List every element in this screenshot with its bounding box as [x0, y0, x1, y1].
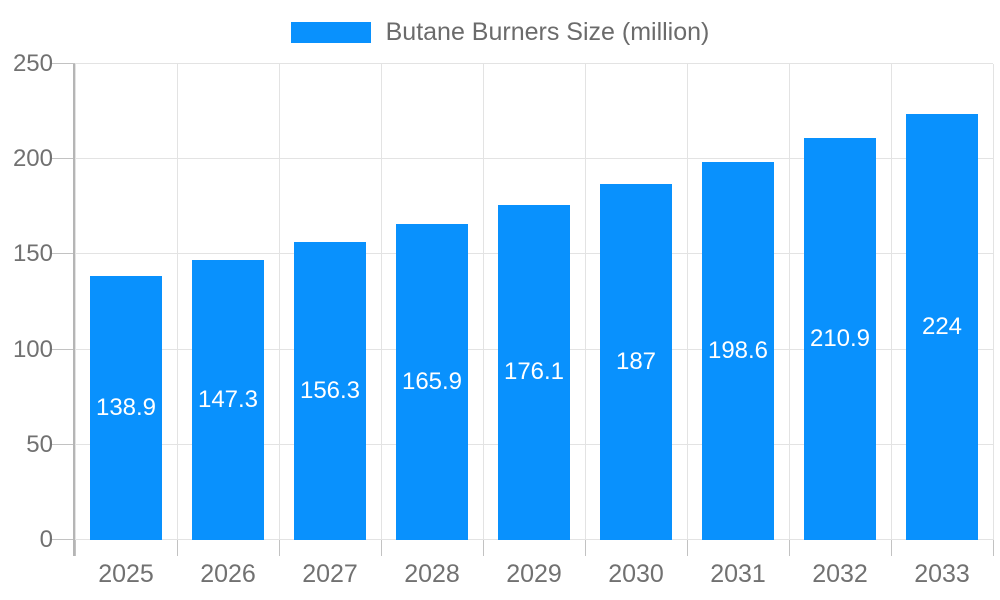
bar-value-label: 176.1	[503, 358, 565, 386]
x-gridline	[278, 64, 280, 540]
bar-2025[interactable]	[90, 275, 162, 540]
bar-2033[interactable]	[906, 113, 978, 540]
x-tick	[176, 540, 178, 556]
bar-value-label: 210.9	[809, 325, 871, 353]
y-gridline	[75, 63, 993, 64]
y-tick	[50, 443, 75, 445]
y-axis-line	[73, 64, 75, 556]
x-axis-label: 2033	[914, 560, 970, 588]
y-gridline	[75, 158, 993, 160]
y-tick	[50, 63, 75, 64]
bar-2031[interactable]	[702, 161, 774, 540]
bar-2028[interactable]	[396, 224, 468, 540]
y-axis-label: 50	[26, 430, 53, 458]
y-tick	[50, 348, 75, 350]
x-axis-label: 2031	[710, 560, 766, 588]
x-tick	[686, 540, 688, 556]
x-gridline	[380, 64, 382, 540]
x-tick	[74, 540, 76, 556]
y-axis-label: 250	[12, 50, 53, 77]
legend-swatch	[290, 22, 371, 43]
y-axis-label: 150	[12, 240, 53, 268]
x-tick	[278, 540, 280, 556]
x-gridline	[890, 64, 892, 540]
x-gridline	[74, 64, 76, 540]
bar-2030[interactable]	[600, 183, 672, 540]
bar-value-label: 187	[615, 347, 657, 375]
x-gridline	[176, 64, 178, 540]
x-tick	[584, 540, 586, 556]
x-gridline	[788, 64, 790, 540]
bar-value-label: 224	[921, 312, 963, 340]
bar-value-label: 165.9	[401, 368, 463, 396]
x-tick	[788, 540, 790, 556]
x-tick	[992, 540, 994, 556]
x-gridline	[686, 64, 688, 540]
x-gridline	[482, 64, 484, 540]
bar-value-label: 198.6	[707, 336, 769, 364]
x-gridline	[992, 64, 994, 540]
bar-2032[interactable]	[804, 138, 876, 540]
y-axis-label: 0	[39, 526, 53, 553]
x-axis-label: 2029	[506, 560, 562, 588]
x-axis-label: 2032	[812, 560, 868, 588]
x-tick	[890, 540, 892, 556]
y-tick	[50, 539, 75, 540]
x-axis-label: 2027	[302, 560, 358, 588]
x-axis-label: 2025	[98, 560, 154, 588]
bar-value-label: 147.3	[197, 385, 259, 413]
bar-2029[interactable]	[498, 204, 570, 540]
y-axis-label: 100	[12, 335, 53, 363]
y-tick	[50, 253, 75, 255]
x-tick	[380, 540, 382, 556]
bar-2026[interactable]	[192, 259, 264, 540]
x-axis-label: 2026	[200, 560, 256, 588]
x-gridline	[584, 64, 586, 540]
x-tick	[482, 540, 484, 556]
bar-value-label: 138.9	[95, 393, 157, 421]
x-axis-label: 2028	[404, 560, 460, 588]
y-tick	[50, 158, 75, 160]
legend-label: Butane Burners Size (million)	[385, 18, 710, 46]
bar-value-label: 156.3	[299, 377, 361, 405]
legend: Butane Burners Size (million)	[0, 20, 1000, 45]
bar-2027[interactable]	[294, 242, 366, 540]
x-axis-label: 2030	[608, 560, 664, 588]
y-axis-label: 200	[12, 145, 53, 173]
